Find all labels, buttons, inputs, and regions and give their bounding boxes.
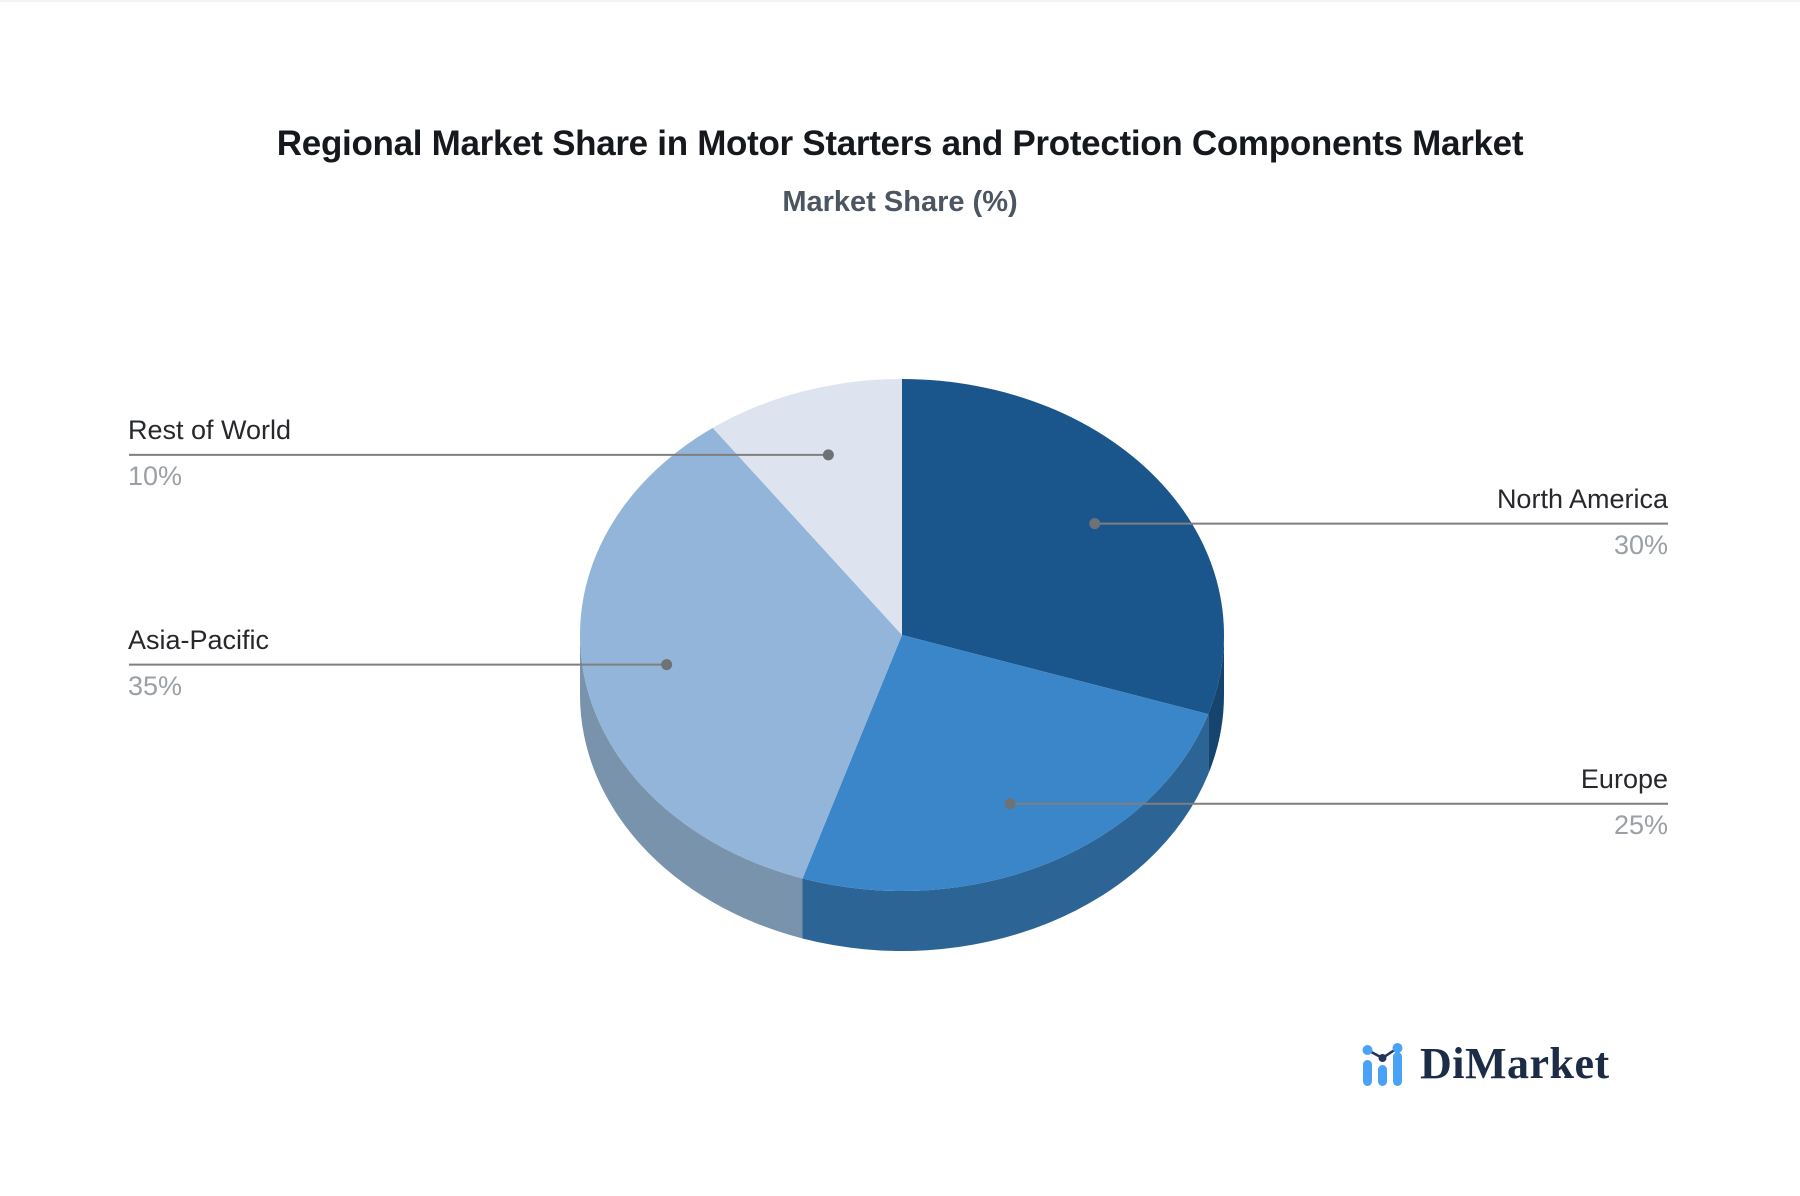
slice-label: Rest of World bbox=[128, 414, 292, 445]
slice-label: North America bbox=[1496, 483, 1668, 514]
chart-title: Regional Market Share in Motor Starters … bbox=[276, 124, 1524, 163]
pie-slice-rest-of-world bbox=[712, 379, 902, 635]
slice-annotation-rest-of-world: Rest of World 10% bbox=[128, 415, 291, 491]
dimarket-logo-icon bbox=[1362, 1042, 1403, 1086]
slice-label: Asia-Pacific bbox=[128, 624, 270, 655]
leader-dot-rest-of-world bbox=[822, 449, 834, 461]
leader-dot-north-america bbox=[1089, 518, 1101, 530]
pie-slice-europe bbox=[802, 635, 1209, 891]
brand-logo: DiMarket bbox=[1360, 1038, 1610, 1089]
pie-slice-north-america bbox=[902, 379, 1224, 715]
pie-slice-side-asia-pacific bbox=[580, 635, 803, 939]
slice-value: 30% bbox=[1613, 529, 1668, 560]
slice-annotation-europe: Europe 25% bbox=[1581, 764, 1668, 840]
pie-slice-side-north-america bbox=[1208, 635, 1224, 775]
chart-subtitle: Market Share (%) bbox=[782, 186, 1018, 218]
slice-value: 35% bbox=[128, 670, 183, 701]
slice-label: Europe bbox=[1580, 763, 1668, 794]
pie-slice-side-europe bbox=[802, 714, 1209, 952]
slice-value: 10% bbox=[128, 460, 183, 491]
leader-dot-europe bbox=[1004, 798, 1016, 810]
slice-value: 25% bbox=[1613, 809, 1668, 840]
leader-dot-asia-pacific bbox=[661, 659, 673, 671]
slice-annotation-asia-pacific: Asia-Pacific 35% bbox=[128, 625, 269, 701]
brand-name: DiMarket bbox=[1420, 1039, 1610, 1088]
pie-slice-asia-pacific bbox=[580, 427, 902, 879]
slice-annotation-north-america: North America 30% bbox=[1497, 484, 1668, 560]
